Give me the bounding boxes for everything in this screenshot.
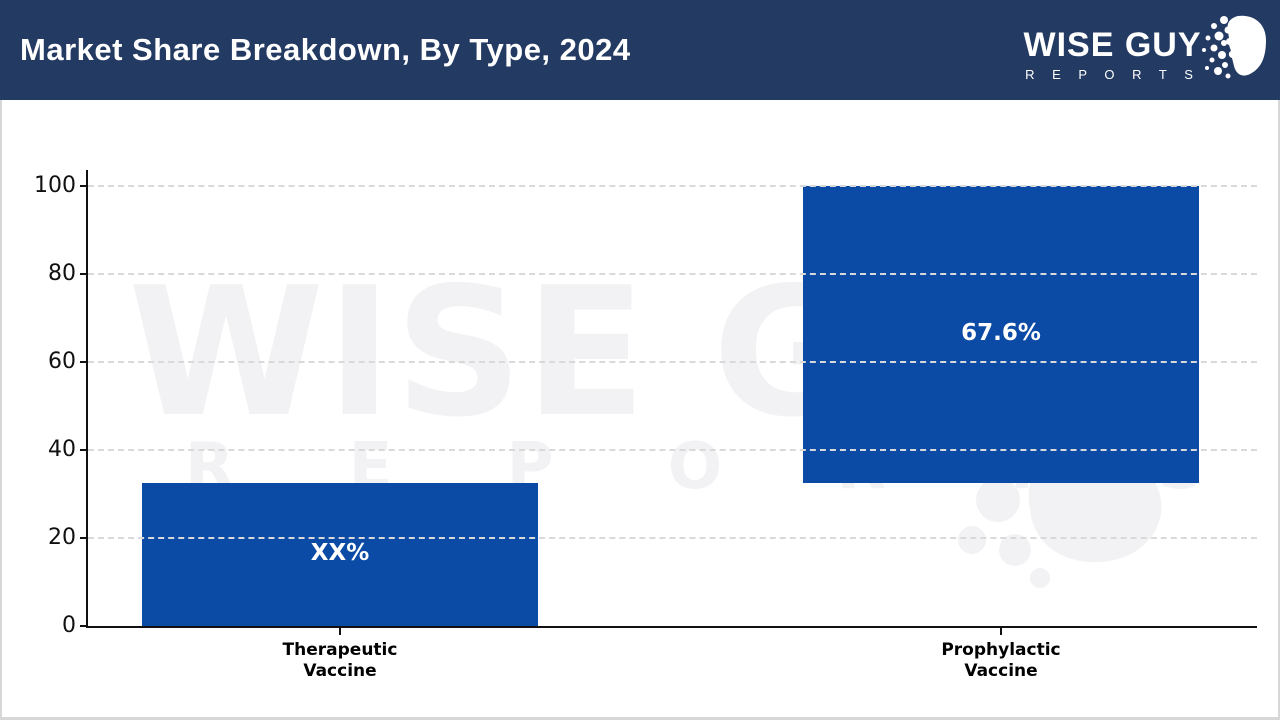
logo-wordmark: WISE GUY	[1023, 26, 1202, 64]
page-title: Market Share Breakdown, By Type, 2024	[20, 32, 631, 67]
bar-1	[142, 483, 538, 626]
bar-2	[803, 186, 1199, 484]
y-axis-tick-label: 20	[48, 525, 76, 550]
gridline-60	[88, 361, 1257, 363]
logo-text: WISE GUY R E P O R T S	[1020, 26, 1205, 82]
y-axis-tick	[80, 449, 88, 451]
x-axis-category-label: Therapeutic Vaccine	[282, 640, 398, 681]
face-profile-logo-icon	[1202, 15, 1266, 79]
bar-value-label: 67.6%	[961, 319, 1041, 346]
y-axis-tick	[80, 361, 88, 363]
gridline-20	[88, 537, 1257, 539]
gridline-40	[88, 449, 1257, 451]
y-axis-line	[86, 170, 88, 628]
y-axis-tick-label: 0	[62, 613, 76, 638]
y-axis-tick	[80, 625, 88, 627]
y-axis-tick-label: 80	[48, 261, 76, 286]
gridline-100	[88, 185, 1257, 187]
y-axis-tick-label: 60	[48, 349, 76, 374]
y-axis-tick-label: 40	[48, 437, 76, 462]
gridline-80	[88, 273, 1257, 275]
logo-subtitle: R E P O R T S	[1025, 67, 1200, 82]
y-axis-tick	[80, 537, 88, 539]
x-axis-tick	[339, 627, 341, 635]
x-axis-category-label: Prophylactic Vaccine	[941, 640, 1061, 681]
y-axis-tick-label: 100	[34, 173, 76, 198]
x-axis-tick	[1000, 627, 1002, 635]
wise-guy-logo: WISE GUY R E P O R T S	[1020, 6, 1270, 96]
x-axis-line	[86, 626, 1257, 628]
y-axis-tick	[80, 273, 88, 275]
bar-value-label: XX%	[310, 539, 370, 566]
y-axis-tick	[80, 185, 88, 187]
header-band: Market Share Breakdown, By Type, 2024 WI…	[0, 0, 1280, 100]
